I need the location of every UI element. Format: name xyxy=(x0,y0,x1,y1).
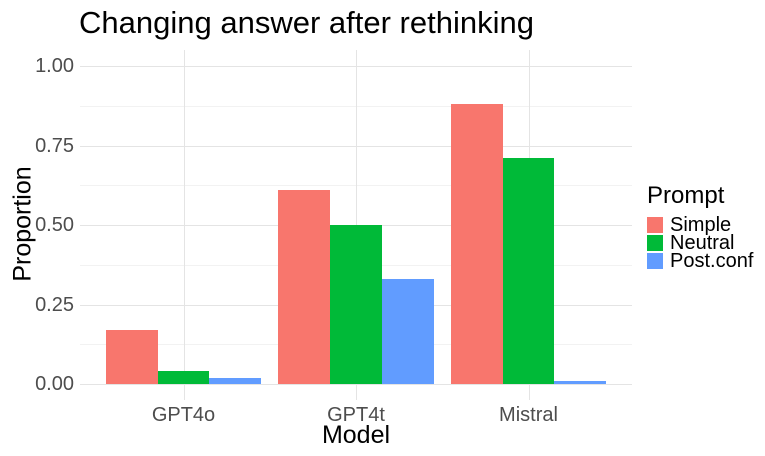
legend-entries: Simple Neutral Post.conf xyxy=(647,214,754,272)
bar-Mistral-Simple xyxy=(450,104,503,385)
legend-entry-Neutral: Neutral xyxy=(647,232,753,254)
gridline-category xyxy=(183,50,185,400)
bar-Mistral-Neutral xyxy=(502,158,555,385)
legend-entry-Simple: Simple xyxy=(647,214,753,236)
legend: Prompt Simple Neutral Post.conf xyxy=(647,182,754,272)
bar-GPT4t-Post.conf xyxy=(381,279,434,385)
y-tick-label: 1.00 xyxy=(35,54,74,77)
legend-title: Prompt xyxy=(647,182,725,209)
x-axis-title: Model xyxy=(321,421,391,449)
bar-GPT4o-Neutral xyxy=(157,371,210,385)
bar-Mistral-Post.conf xyxy=(554,380,607,385)
bar-GPT4t-Simple xyxy=(278,190,331,385)
bar-GPT4t-Neutral xyxy=(330,225,382,385)
plot-panel xyxy=(80,50,632,400)
chart-title: Changing answer after rethinking xyxy=(79,5,534,40)
y-tick-label: 0.75 xyxy=(35,134,74,157)
bar-GPT4o-Post.conf xyxy=(209,377,262,385)
x-tick-label: GPT4o xyxy=(151,404,216,426)
legend-entry-Post.conf: Post.conf xyxy=(647,250,754,272)
legend-swatch-Neutral xyxy=(647,235,663,251)
y-tick-label: 0.00 xyxy=(35,373,74,396)
x-tick-label: Mistral xyxy=(499,404,558,426)
x-tick-label: GPT4t xyxy=(327,404,385,426)
legend-swatch-Post.conf xyxy=(647,253,663,269)
bar-GPT4o-Simple xyxy=(105,330,158,385)
y-tick-label: 0.50 xyxy=(35,214,74,236)
legend-label: Post.conf xyxy=(670,250,754,272)
legend-label: Neutral xyxy=(670,232,735,254)
legend-swatch-Simple xyxy=(647,217,663,233)
y-tick-label: 0.25 xyxy=(35,293,74,316)
legend-label: Simple xyxy=(670,214,732,236)
